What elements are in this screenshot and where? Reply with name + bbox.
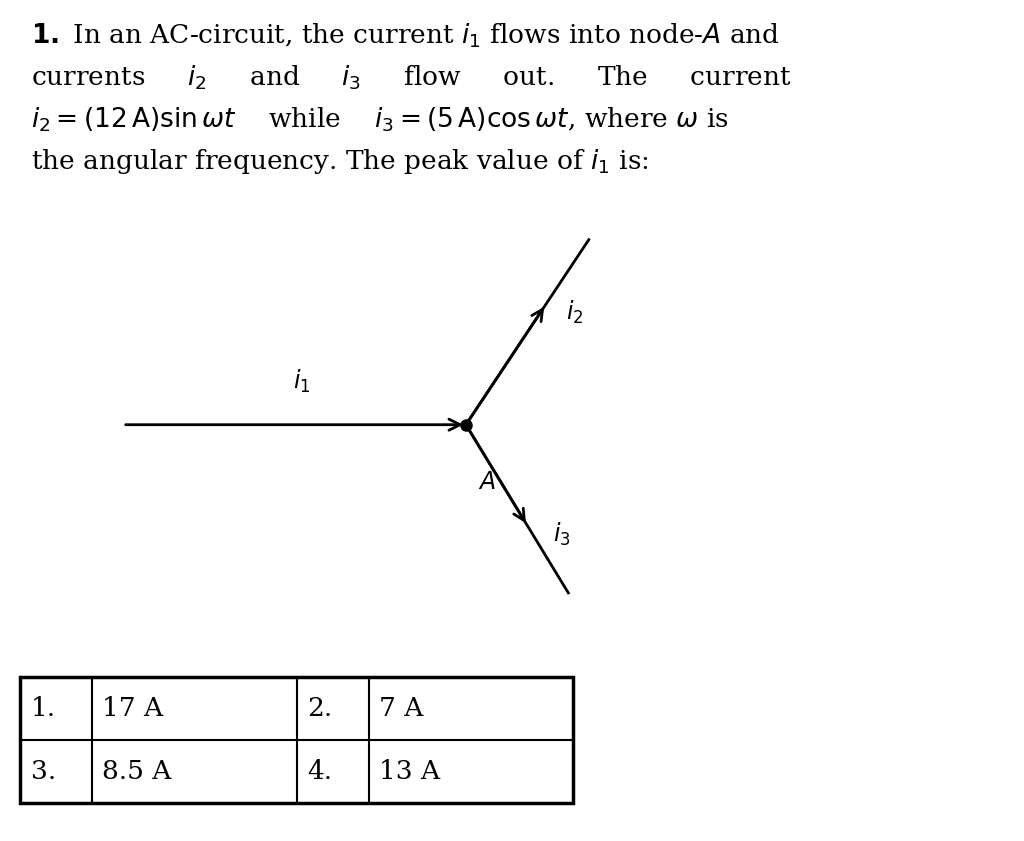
Text: currents $\quad$ $i_2$ $\quad$ and $\quad$ $i_3$ $\quad$ flow $\quad$ out. $\qua: currents $\quad$ $i_2$ $\quad$ and $\qua… — [31, 63, 792, 92]
Text: 7 A: 7 A — [379, 696, 423, 721]
Text: 2.: 2. — [307, 696, 333, 721]
Text: the angular frequency. The peak value of $i_1$ is:: the angular frequency. The peak value of… — [31, 147, 648, 176]
Text: $i_3$: $i_3$ — [553, 521, 570, 547]
Text: 1.: 1. — [31, 696, 56, 721]
Text: 13 A: 13 A — [379, 759, 440, 784]
Text: $\mathbf{1.}$ In an AC-circuit, the current $i_1$ flows into node-$A$ and: $\mathbf{1.}$ In an AC-circuit, the curr… — [31, 21, 779, 50]
Text: 3.: 3. — [31, 759, 56, 784]
Text: 17 A: 17 A — [102, 696, 164, 721]
Text: $A$: $A$ — [478, 471, 496, 494]
Text: 8.5 A: 8.5 A — [102, 759, 172, 784]
Bar — [20, 677, 573, 803]
Text: 4.: 4. — [307, 759, 333, 784]
Text: $i_1$: $i_1$ — [293, 368, 311, 395]
Text: $i_2 = (12\,\mathrm{A})\sin\omega t \quad$ while $\quad i_3 = (5\,\mathrm{A})\co: $i_2 = (12\,\mathrm{A})\sin\omega t \qua… — [31, 105, 729, 134]
Text: $i_2$: $i_2$ — [566, 299, 584, 326]
